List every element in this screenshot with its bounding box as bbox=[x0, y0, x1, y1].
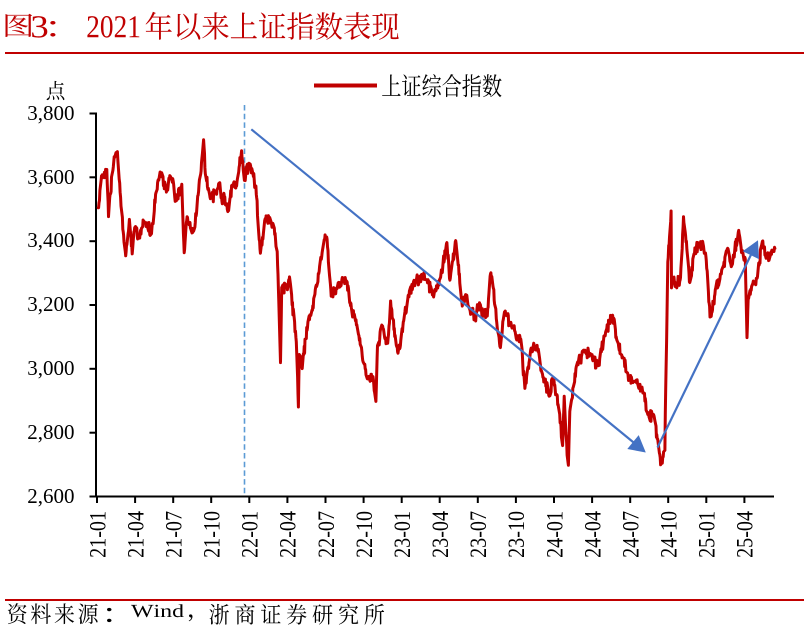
svg-text:24-04: 24-04 bbox=[580, 511, 605, 558]
svg-text:22-01: 22-01 bbox=[237, 511, 262, 558]
svg-text:23-10: 23-10 bbox=[504, 511, 529, 558]
svg-text:21-07: 21-07 bbox=[161, 511, 186, 558]
svg-text:24-07: 24-07 bbox=[618, 511, 643, 558]
svg-text:22-07: 22-07 bbox=[314, 511, 339, 558]
svg-text:24-01: 24-01 bbox=[542, 511, 567, 558]
svg-text:23-01: 23-01 bbox=[390, 511, 415, 558]
svg-text:22-04: 22-04 bbox=[276, 511, 301, 558]
svg-text:25-01: 25-01 bbox=[694, 511, 719, 558]
svg-text:22-10: 22-10 bbox=[352, 511, 377, 558]
svg-text:21-04: 21-04 bbox=[123, 511, 148, 558]
svg-text:21-01: 21-01 bbox=[85, 511, 110, 558]
svg-text:21-10: 21-10 bbox=[199, 511, 224, 558]
svg-text:24-10: 24-10 bbox=[656, 511, 681, 558]
svg-text:23-07: 23-07 bbox=[466, 511, 491, 558]
svg-text:23-04: 23-04 bbox=[428, 511, 453, 558]
svg-text:25-04: 25-04 bbox=[733, 511, 758, 558]
